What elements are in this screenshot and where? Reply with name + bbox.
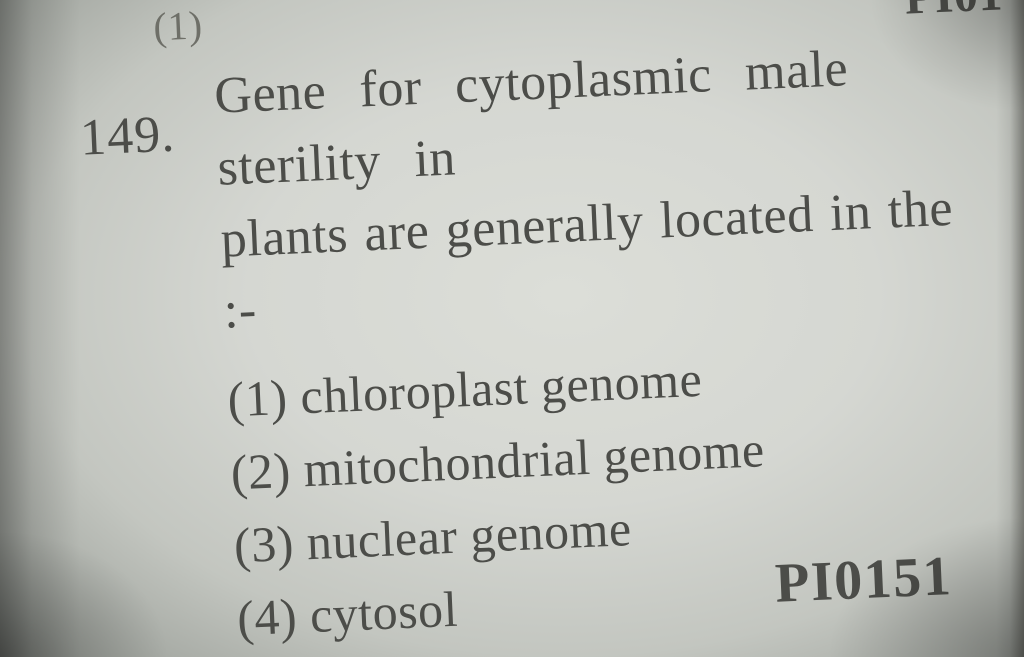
option-3-label: (3)	[233, 515, 295, 574]
option-4-label: (4)	[236, 588, 298, 647]
question-code: PI0151	[774, 544, 954, 616]
option-4-text: cytosol	[309, 581, 459, 643]
option-2-text: mitochondrial genome	[302, 421, 765, 497]
cutoff-fragment-top-right: PI01	[904, 0, 1004, 26]
option-3-text: nuclear genome	[306, 500, 633, 570]
option-2-label: (2)	[230, 442, 292, 501]
option-1-label: (1)	[226, 369, 288, 428]
question-number: 149.	[79, 105, 176, 168]
page-photo: (1) PI01 149. Gene for cytoplasmic male …	[0, 0, 1024, 657]
question-text: Gene for cytoplasmic male sterility in p…	[213, 29, 961, 348]
cutoff-fragment-top-left: (1)	[152, 1, 204, 50]
option-1-text: chloroplast genome	[299, 351, 703, 424]
